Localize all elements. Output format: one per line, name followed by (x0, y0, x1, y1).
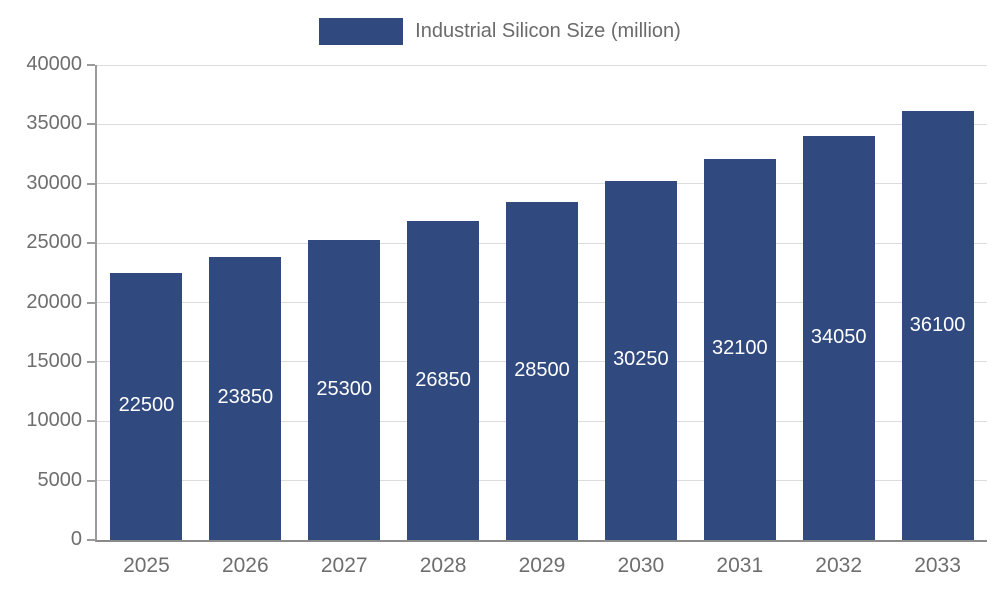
y-axis-label: 10000 (26, 409, 82, 432)
legend-label: Industrial Silicon Size (million) (415, 19, 681, 42)
y-axis-tick (87, 64, 95, 66)
x-axis-label: 2032 (815, 554, 863, 577)
bar-value-label: 36100 (909, 313, 966, 336)
gridline (97, 64, 987, 66)
bar-value-label: 34050 (810, 325, 867, 348)
legend-swatch (319, 17, 404, 45)
y-axis-label: 0 (70, 528, 82, 550)
y-axis-tick (87, 242, 95, 245)
y-axis-tick (87, 301, 95, 304)
bar: 30250 (604, 180, 677, 540)
bar: 28500 (506, 201, 578, 540)
bar: 26850 (407, 221, 480, 540)
bar: 23850 (209, 256, 282, 540)
y-axis-tick (87, 182, 95, 185)
y-axis-tick (87, 123, 95, 126)
x-axis-label: 2028 (419, 554, 467, 577)
bar: 36100 (901, 111, 974, 540)
gridline (97, 183, 987, 185)
y-axis-tick (87, 479, 95, 482)
bar: 25300 (308, 239, 381, 540)
y-axis-label: 25000 (26, 231, 82, 254)
bar-value-label: 22500 (118, 394, 175, 417)
bar-value-label: 25300 (316, 377, 373, 400)
bar-value-label: 26850 (415, 368, 471, 391)
bar-value-label: 32100 (711, 337, 768, 360)
y-axis-label: 40000 (26, 53, 82, 75)
x-axis-label: 2030 (617, 554, 665, 577)
x-axis-label: 2029 (518, 554, 566, 577)
bar-value-label: 23850 (217, 386, 274, 409)
x-axis-label: 2027 (320, 554, 368, 577)
bar: 34050 (802, 135, 875, 540)
x-axis-label: 2026 (221, 554, 269, 577)
y-axis-label: 20000 (26, 290, 82, 313)
bar: 22500 (110, 272, 183, 540)
bar: 32100 (703, 158, 776, 540)
x-axis-label: 2025 (123, 554, 170, 577)
y-axis-tick (87, 420, 95, 423)
y-axis-tick (87, 539, 95, 541)
plot-area: 0 5000 10000 15000 20000 25000 30000 35000 40000… (26, 53, 987, 577)
bar-value-label: 28500 (514, 358, 570, 381)
x-axis-label: 2031 (716, 554, 764, 577)
y-axis-label: 5000 (37, 468, 83, 491)
y-axis-label: 15000 (26, 349, 82, 372)
y-axis-label: 35000 (26, 112, 82, 135)
y-axis-label: 30000 (26, 171, 82, 194)
y-axis-tick (87, 360, 95, 363)
x-axis-label: 2033 (914, 554, 961, 577)
chart-legend: Industrial Silicon Size (million) (0, 16, 1000, 46)
bar-value-label: 30250 (613, 348, 669, 371)
gridline (97, 123, 987, 125)
